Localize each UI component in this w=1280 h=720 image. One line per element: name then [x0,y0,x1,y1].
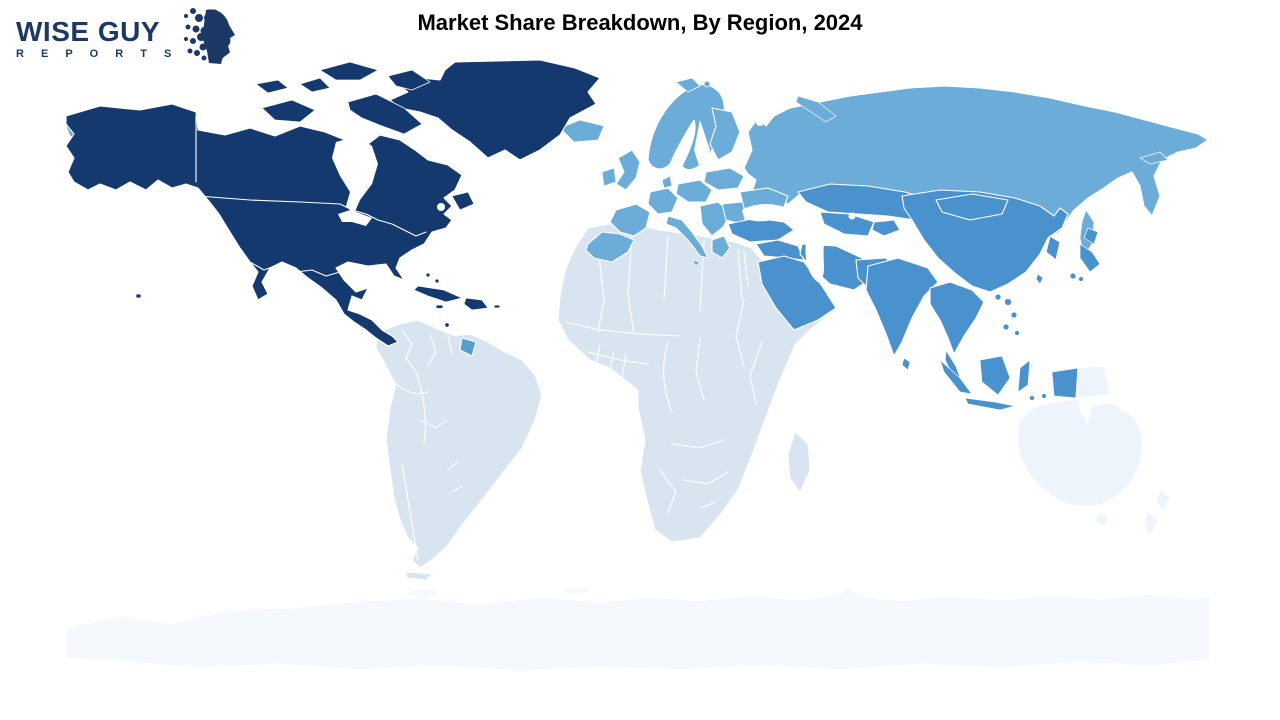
iceland [559,119,605,143]
indochina [929,281,985,355]
kyrgyz-tajik [871,219,901,237]
newfoundland [451,191,475,211]
logo-subtext: R E P O R T S [16,48,179,60]
japan-hokkaido [1083,227,1099,245]
levant-iraq [755,239,805,261]
greece [711,235,731,259]
region-antarctica [65,586,1211,672]
us-mexico-border [249,261,341,277]
uzbek-turkmen [819,211,875,237]
new-zealand-north [1155,489,1171,511]
logo-head-icon [184,8,236,64]
svalbard [675,77,701,93]
na-mainland [65,103,463,347]
balkans [699,201,731,237]
borneo [979,355,1011,396]
black-sea [742,204,790,222]
madagascar [787,431,811,493]
sri-lanka [901,357,911,371]
greenland [389,59,601,161]
great-britain [615,149,641,191]
tierra-del-fuego [404,571,433,581]
wrangel [1139,151,1169,165]
iberia [585,231,635,263]
india [865,257,939,357]
mongolia [935,193,1009,221]
region-south-america-africa [375,221,829,581]
australia [1017,399,1143,508]
denmark [661,175,673,189]
ireland [601,167,617,187]
hawaii [135,293,142,299]
south-america [375,319,543,569]
new-zealand-south [1143,511,1159,535]
china [901,189,1069,293]
baltics [703,167,745,191]
germany [647,187,679,215]
turkey [727,217,795,243]
japan-honshu [1079,243,1101,273]
papua-new-guinea [1075,365,1111,399]
gulf-carpentaria [1078,398,1094,424]
region-oceania [1017,365,1171,535]
arabia [757,255,837,331]
france [609,203,651,237]
cuba [413,285,463,303]
white-sea [756,118,764,126]
sea-cutouts [332,118,1094,424]
taiwan [1035,273,1044,285]
baltic-sea [694,120,710,175]
great-lakes [338,210,372,226]
region-europe-cis [65,77,1209,267]
tasmania [1095,513,1109,527]
italy [665,215,709,259]
novaya-zemlya [795,95,837,123]
scandinavia [647,84,725,171]
border-lines [195,115,427,329]
aral-sea [848,212,856,220]
french-guiana [459,337,477,357]
finland [709,107,741,161]
sulawesi [1017,359,1031,393]
africa [557,221,829,543]
sumatra [939,359,973,395]
logo: WISE GUY R E P O R T S [16,6,236,64]
region-north-america [65,59,601,347]
caspian-sea [805,219,825,282]
hudson-bay [332,136,378,214]
central-europe [675,179,713,203]
west-papua [1051,367,1079,399]
region-asia [727,183,1101,411]
chart-title: Market Share Breakdown, By Region, 2024 [417,10,863,35]
us-canada-border [197,195,427,237]
hispaniola [463,297,489,311]
java [964,397,1016,411]
logo-wordmark: WISE GUY [16,16,161,47]
korea [1045,235,1061,261]
